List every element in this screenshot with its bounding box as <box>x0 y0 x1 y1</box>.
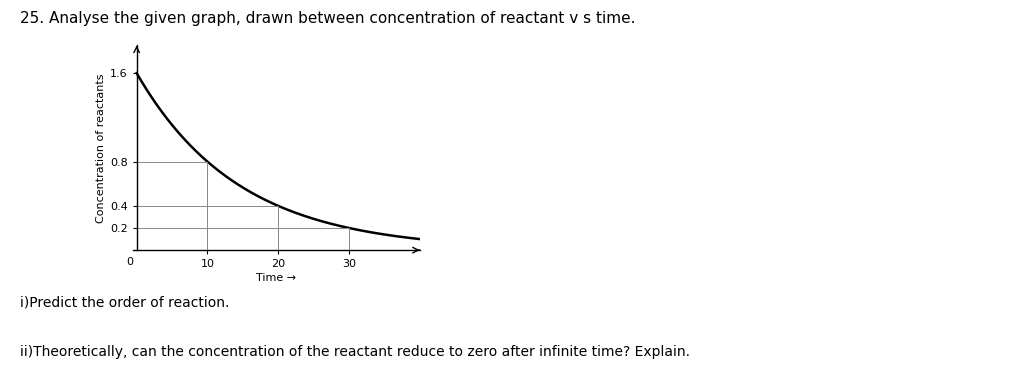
Y-axis label: Concentration of reactants: Concentration of reactants <box>95 73 105 222</box>
Text: i)Predict the order of reaction.: i)Predict the order of reaction. <box>20 296 229 310</box>
Text: 0: 0 <box>126 257 133 267</box>
X-axis label: Time →: Time → <box>256 273 297 283</box>
Text: ii)Theoretically, can the concentration of the reactant reduce to zero after inf: ii)Theoretically, can the concentration … <box>20 345 690 359</box>
Text: 25. Analyse the given graph, drawn between concentration of reactant v s time.: 25. Analyse the given graph, drawn betwe… <box>20 11 636 27</box>
